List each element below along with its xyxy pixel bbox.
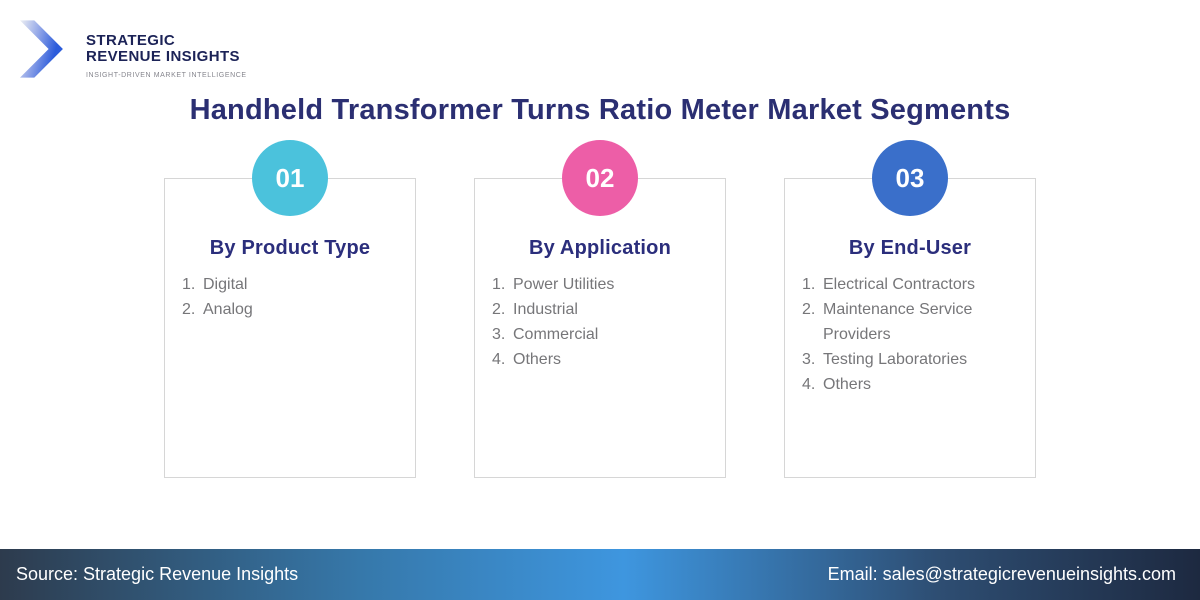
segment-number-badge-1: 01 [252,140,328,216]
list-item: 4. Others [492,347,715,372]
list-item-label: Digital [203,276,248,293]
segment-list: 1. Power Utilities 2. Industrial 3. Commercia… [475,272,725,372]
segment-card-application: 02 By Application 1. Power Utilities 2. Ind… [474,140,726,478]
list-item-label: Testing Laboratories [823,351,968,368]
list-item-number: 4. [492,351,506,368]
logo-name-line1: STRATEGIC [86,32,176,49]
list-item-label: Others [823,376,872,393]
segment-card-body: By Product Type 1. Digital 2. Analog [164,178,416,478]
page-title: Handheld Transformer Turns Ratio Meter M… [189,94,1011,126]
list-item-label: Power Utilities [513,276,615,293]
segment-list: 1. Electrical Contractors 2. Maintenance Se… [785,272,1035,397]
list-item-label: Industrial [513,301,578,318]
list-item-number: 3. [492,326,506,343]
list-item-number: 2. [182,301,196,318]
segment-number-badge-3: 03 [872,140,948,216]
footer-email: Email: sales@strategicrevenueinsights.co… [827,564,1176,584]
list-item-label: Commercial [513,326,599,343]
segment-cards: 01 By Product Type 1. Digital 2. Analog 02 … [0,140,1200,478]
list-item-number: 1. [492,276,506,293]
list-item-label: Electrical Contractors [823,276,976,293]
logo: STRATEGIC REVENUE INSIGHTS INSIGHT-DRIVE… [20,20,247,79]
list-item: 2. Industrial [492,297,715,322]
footer: Source: Strategic Revenue Insights Email… [0,549,1200,600]
segment-number-badge-2: 02 [562,140,638,216]
logo-name-line2: REVENUE INSIGHTS [86,48,240,65]
footer-source: Source: Strategic Revenue Insights [16,564,299,584]
segment-card-end-user: 03 By End-User 1. Electrical Contractors 2… [784,140,1036,478]
logo-tagline: INSIGHT-DRIVEN MARKET INTELLIGENCE [86,72,247,79]
list-item: 3. Testing Laboratories [802,347,1025,372]
list-item-label: Others [513,351,562,368]
list-item-label: Analog [203,301,253,318]
list-item-number: 1. [802,276,816,293]
list-item: 4. Others [802,372,1025,397]
logo-text: STRATEGIC REVENUE INSIGHTS INSIGHT-DRIVE… [86,32,247,80]
segment-card-product-type: 01 By Product Type 1. Digital 2. Analog [164,140,416,478]
list-item-number: 3. [802,351,816,368]
list-item: 1. Power Utilities [492,272,715,297]
segment-card-body: By End-User 1. Electrical Contractors 2. Ma… [784,178,1036,478]
list-item-number: 1. [182,276,196,293]
list-item-number: 2. [802,301,816,318]
segment-list: 1. Digital 2. Analog [165,272,415,322]
list-item: 1. Digital [182,272,405,297]
segment-heading: By Product Type [209,237,371,259]
list-item-number: 2. [492,301,506,318]
segment-card-body: By Application 1. Power Utilities 2. Indust… [474,178,726,478]
list-item: 1. Electrical Contractors [802,272,1025,297]
list-item: 2. Maintenance Service Providers [802,297,1025,347]
segment-heading: By Application [528,237,672,259]
list-item-number: 4. [802,376,816,393]
list-item-label: Maintenance Service Providers [823,301,973,343]
list-item: 3. Commercial [492,322,715,347]
list-item: 2. Analog [182,297,405,322]
segment-heading: By End-User [848,237,972,259]
logo-chevron-icon [20,20,63,78]
